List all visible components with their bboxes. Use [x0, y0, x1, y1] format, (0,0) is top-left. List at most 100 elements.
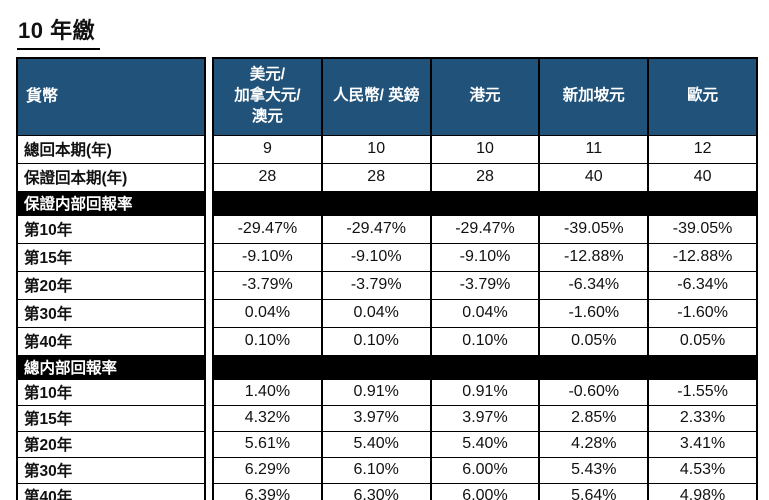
column-header: 新加坡元 [538, 57, 650, 136]
table-row: 保證回本期(年) [16, 162, 206, 192]
value-cell: 9 [212, 134, 323, 164]
value-cell: 12 [647, 134, 758, 164]
value-cell: 6.10% [320, 456, 432, 484]
section-divider-bar [212, 354, 758, 380]
row-label: 第40年 [16, 482, 206, 500]
table-row: 9 10 10 11 12 [212, 134, 758, 164]
value-cell: -12.88% [647, 242, 758, 272]
section-header-row: 總内部回報率 [16, 354, 206, 380]
value-cell: 0.91% [429, 378, 541, 406]
table-row: 第20年 [16, 430, 206, 458]
value-cell: 4.53% [647, 456, 758, 484]
table-row: 第40年 [16, 482, 206, 500]
value-cell: 3.97% [429, 404, 541, 432]
value-cell: 10 [429, 134, 541, 164]
table-row: -9.10% -9.10% -9.10% -12.88% -12.88% [212, 242, 758, 272]
table-row: 5.61% 5.40% 5.40% 4.28% 3.41% [212, 430, 758, 458]
label-column-table: 貨幣 總回本期(年) 保證回本期(年) 保證内部回報率 第10年 第15年 第2… [16, 57, 206, 500]
value-cell: 0.04% [429, 298, 541, 328]
table-row: -3.79% -3.79% -3.79% -6.34% -6.34% [212, 270, 758, 300]
row-label: 第30年 [16, 298, 206, 328]
irr-comparison-table: 貨幣 總回本期(年) 保證回本期(年) 保證内部回報率 第10年 第15年 第2… [16, 57, 769, 500]
currency-header-cell: 貨幣 [16, 57, 206, 136]
value-cell: 10 [320, 134, 432, 164]
value-cell: -9.10% [212, 242, 323, 272]
value-cell: -1.60% [647, 298, 758, 328]
table-row: 6.29% 6.10% 6.00% 5.43% 4.53% [212, 456, 758, 484]
table-row: 第15年 [16, 404, 206, 432]
section-header-label: 保證内部回報率 [16, 190, 206, 216]
table-row: 第30年 [16, 456, 206, 484]
value-cell: -39.05% [538, 214, 650, 244]
value-cell: 0.10% [212, 326, 323, 356]
table-row: 第30年 [16, 298, 206, 328]
section-header-row: 保證内部回報率 [16, 190, 206, 216]
column-header: 港元 [429, 57, 541, 136]
value-cell: -29.47% [320, 214, 432, 244]
value-cell: 4.98% [647, 482, 758, 500]
row-label: 第30年 [16, 456, 206, 484]
table-row: 第15年 [16, 242, 206, 272]
value-cell: 5.43% [538, 456, 650, 484]
value-cell: 5.40% [429, 430, 541, 458]
section-divider-row [212, 190, 758, 216]
table-row: 總回本期(年) [16, 134, 206, 164]
value-cell: 6.39% [212, 482, 323, 500]
value-cell: 40 [538, 162, 650, 192]
value-cell: 2.33% [647, 404, 758, 432]
row-label: 第20年 [16, 270, 206, 300]
value-cell: 5.64% [538, 482, 650, 500]
row-label: 第10年 [16, 378, 206, 406]
value-cell: -0.60% [538, 378, 650, 406]
value-cell: 28 [212, 162, 323, 192]
section-divider-bar [212, 190, 758, 216]
value-cell: 0.04% [320, 298, 432, 328]
table-row: 1.40% 0.91% 0.91% -0.60% -1.55% [212, 378, 758, 406]
value-cell: 1.40% [212, 378, 323, 406]
value-cell: -3.79% [429, 270, 541, 300]
row-label: 保證回本期(年) [16, 162, 206, 192]
value-cell: 0.10% [320, 326, 432, 356]
column-header: 人民幣/ 英鎊 [320, 57, 432, 136]
value-cell: 6.29% [212, 456, 323, 484]
table-row: 0.10% 0.10% 0.10% 0.05% 0.05% [212, 326, 758, 356]
value-cell: -6.34% [538, 270, 650, 300]
value-cell: -1.55% [647, 378, 758, 406]
value-cell: 0.91% [320, 378, 432, 406]
value-cell: -29.47% [212, 214, 323, 244]
page-title: 10 年繳 [17, 13, 101, 50]
value-cell: -6.34% [647, 270, 758, 300]
row-label: 第15年 [16, 404, 206, 432]
header-row: 貨幣 [16, 57, 206, 136]
table-row: 第10年 [16, 214, 206, 244]
row-label: 第20年 [16, 430, 206, 458]
value-cell: 3.97% [320, 404, 432, 432]
row-label: 第10年 [16, 214, 206, 244]
column-header: 美元/ 加拿大元/ 澳元 [212, 57, 323, 136]
section-header-label: 總内部回報率 [16, 354, 206, 380]
row-label: 第15年 [16, 242, 206, 272]
table-row: 第20年 [16, 270, 206, 300]
table-row: 6.39% 6.30% 6.00% 5.64% 4.98% [212, 482, 758, 500]
value-cell: 0.10% [429, 326, 541, 356]
table-row: 第40年 [16, 326, 206, 356]
value-cell: 0.05% [647, 326, 758, 356]
value-cell: -39.05% [647, 214, 758, 244]
value-cell: -1.60% [538, 298, 650, 328]
table-row: 28 28 28 40 40 [212, 162, 758, 192]
value-cell: -9.10% [429, 242, 541, 272]
value-cell: 4.28% [538, 430, 650, 458]
value-cell: 2.85% [538, 404, 650, 432]
value-cell: -9.10% [320, 242, 432, 272]
value-cell: -12.88% [538, 242, 650, 272]
row-label: 總回本期(年) [16, 134, 206, 164]
table-row: 0.04% 0.04% 0.04% -1.60% -1.60% [212, 298, 758, 328]
data-table: 美元/ 加拿大元/ 澳元 人民幣/ 英鎊 港元 新加坡元 歐元 9 10 10 … [212, 57, 758, 500]
value-cell: 40 [647, 162, 758, 192]
value-cell: -3.79% [212, 270, 323, 300]
section-divider-row [212, 354, 758, 380]
table-row: -29.47% -29.47% -29.47% -39.05% -39.05% [212, 214, 758, 244]
value-cell: 6.00% [429, 456, 541, 484]
value-cell: -3.79% [320, 270, 432, 300]
